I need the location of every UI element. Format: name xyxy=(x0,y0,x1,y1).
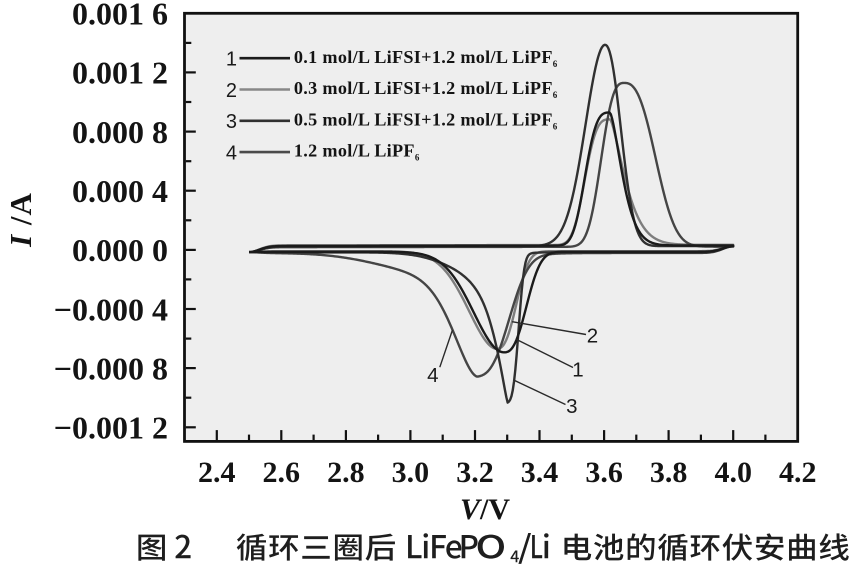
svg-text:2.4: 2.4 xyxy=(198,456,236,489)
svg-text:0.000 4: 0.000 4 xyxy=(72,173,168,209)
svg-text:4.2: 4.2 xyxy=(779,456,817,489)
svg-text:3: 3 xyxy=(566,395,577,418)
svg-text:0.001 6: 0.001 6 xyxy=(72,0,168,32)
svg-text:0.5 mol/L LiFSI+1.2 mol/L LiPF: 0.5 mol/L LiFSI+1.2 mol/L LiPF6 xyxy=(294,109,558,131)
svg-text:3.8: 3.8 xyxy=(650,456,688,489)
svg-text:−0.000 4: −0.000 4 xyxy=(54,291,168,327)
svg-text:0.001 2: 0.001 2 xyxy=(72,55,168,91)
svg-text:3.6: 3.6 xyxy=(585,456,623,489)
svg-text:4.0: 4.0 xyxy=(714,456,752,489)
svg-text:0.1 mol/L LiFSI+1.2 mol/L LiPF: 0.1 mol/L LiFSI+1.2 mol/L LiPF6 xyxy=(294,47,558,69)
svg-text:−0.000 8: −0.000 8 xyxy=(54,350,168,386)
svg-text:2.8: 2.8 xyxy=(327,456,365,489)
svg-text:0.3 mol/L LiFSI+1.2 mol/L LiPF: 0.3 mol/L LiFSI+1.2 mol/L LiPF6 xyxy=(294,78,558,100)
svg-text:I /A: I /A xyxy=(3,192,38,248)
svg-text:4: 4 xyxy=(427,364,438,387)
svg-text:0.000 0: 0.000 0 xyxy=(72,232,168,268)
svg-text:3.2: 3.2 xyxy=(456,456,494,489)
svg-text:−0.001 2: −0.001 2 xyxy=(54,410,168,446)
svg-text:2.6: 2.6 xyxy=(263,456,301,489)
svg-text:1: 1 xyxy=(226,49,237,71)
svg-text:0.000 8: 0.000 8 xyxy=(72,114,168,150)
svg-text:V/V: V/V xyxy=(460,493,510,526)
svg-text:1: 1 xyxy=(572,358,583,381)
svg-text:3.4: 3.4 xyxy=(521,456,559,489)
svg-text:4: 4 xyxy=(226,143,237,165)
svg-text:3.0: 3.0 xyxy=(392,456,430,489)
svg-text:2: 2 xyxy=(587,325,598,348)
svg-text:1.2 mol/L LiPF6: 1.2 mol/L LiPF6 xyxy=(294,141,420,163)
svg-text:3: 3 xyxy=(226,111,237,133)
svg-text:2: 2 xyxy=(226,80,237,102)
